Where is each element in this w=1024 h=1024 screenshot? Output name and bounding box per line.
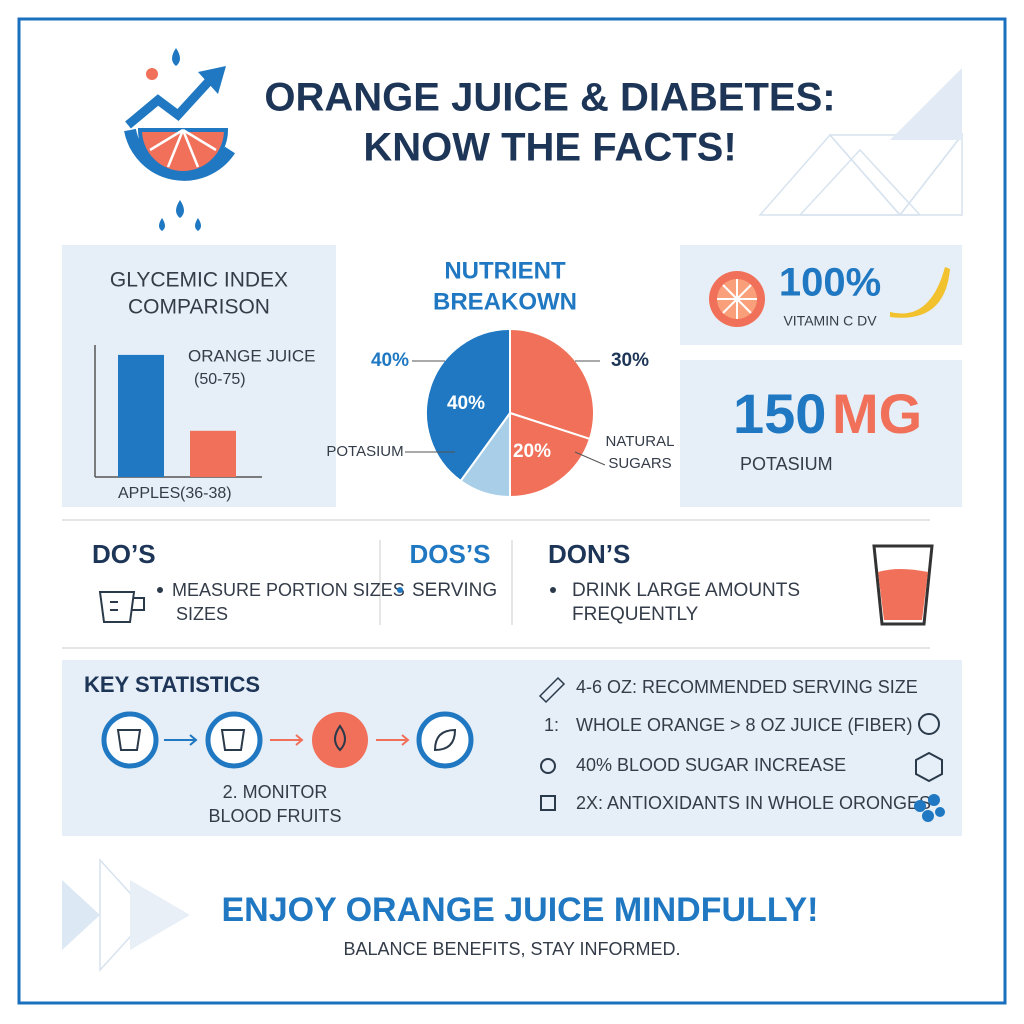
bullet (550, 587, 556, 593)
list-item: SIZES (176, 604, 228, 624)
apple-icon (540, 758, 556, 774)
frame (17, 17, 1007, 1005)
logo (124, 48, 236, 231)
bullet (397, 587, 403, 593)
cup-icon (98, 591, 145, 623)
step-label: 2. MONITOR (223, 782, 328, 802)
pie-label: 20% (513, 441, 551, 462)
pie-label: 30% (611, 350, 649, 371)
section-title: NUTRIENT (444, 257, 566, 284)
leader-lines (405, 360, 606, 466)
banana-icon (890, 267, 950, 318)
cube-icon (540, 795, 556, 811)
pie-label: 40% (371, 350, 409, 371)
stat-item: 4-6 OZ: RECOMMENDED SERVING SIZE (576, 677, 918, 697)
list-item: FREQUENTLY (572, 604, 699, 625)
stat-label: POTASIUM (740, 454, 833, 474)
decor-triangles-bottom (62, 858, 190, 972)
bar-label: APPLES (118, 485, 180, 502)
section-title: KEY STATISTICS (84, 672, 260, 697)
panel (680, 360, 962, 507)
title: KNOW THE FACTS! (363, 126, 736, 170)
stat-item: 1: (544, 715, 559, 735)
pie-slice (509, 411, 592, 499)
decor-triangle (890, 68, 962, 140)
footer-title: ENJOY ORANGE JUICE MINDFULLY! (222, 891, 819, 929)
pie-slice (425, 327, 511, 483)
section-title: DO’S (92, 539, 156, 569)
list-item: MEASURE PORTION SIZES (172, 580, 405, 600)
stat-item: 40% BLOOD SUGAR INCREASE (576, 755, 846, 775)
bar (190, 430, 236, 477)
stat-label: VITAMIN C DV (783, 313, 877, 329)
bar-group (118, 354, 236, 477)
steps (101, 711, 474, 769)
glass-icon (872, 544, 934, 626)
bar (118, 354, 164, 477)
pie-label: SUGARS (608, 455, 671, 472)
list-item: DRINK LARGE AMOUNTS (572, 580, 800, 601)
stat-value: 150 (733, 382, 826, 445)
bar-label: ORANGE JUICE (188, 346, 316, 365)
ruler-icon (538, 676, 566, 704)
title: ORANGE JUICE & DIABETES: (264, 76, 835, 120)
apple-icon (918, 713, 940, 735)
stat-item: WHOLE ORANGE > 8 OZ JUICE (FIBER) (576, 715, 913, 735)
bullet (157, 587, 163, 593)
bar-range: (50-75) (194, 371, 246, 388)
stat-item: 2X: ANTIOXIDANTS IN WHOLE ORONGES (576, 793, 931, 813)
stat-value: 100% (779, 261, 881, 305)
section-title: DON’S (548, 539, 630, 569)
pie-label: NATURAL (606, 433, 675, 450)
pie-label: 40% (447, 393, 485, 414)
pie (425, 327, 595, 499)
list-item: SERVING (412, 580, 497, 601)
stat-unit: MG (832, 382, 922, 445)
pie-label: POTASIUM (326, 443, 403, 460)
box-icon (915, 751, 943, 783)
section-title: BREAKOWN (433, 288, 577, 315)
panel-title: COMPARISON (128, 296, 270, 319)
orange-icon (709, 271, 765, 327)
berries-icon (914, 794, 945, 822)
footer-subtitle: BALANCE BENEFITS, STAY INFORMED. (343, 939, 680, 959)
step-label: BLOOD FRUITS (208, 806, 341, 826)
section-title: DOS’S (410, 539, 491, 569)
pie-slice (509, 327, 595, 441)
panel-title: GLYCEMIC INDEX (110, 269, 288, 292)
bar-range: (36-38) (180, 485, 232, 502)
